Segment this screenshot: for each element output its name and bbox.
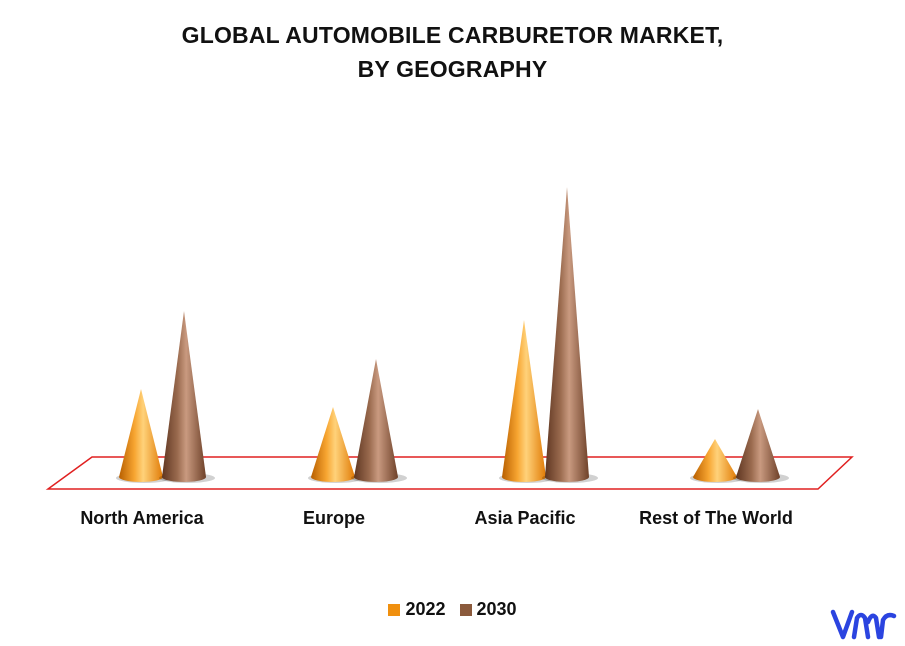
legend-item-2030: 2030 (459, 599, 517, 620)
chart-title-line1: GLOBAL AUTOMOBILE CARBURETOR MARKET, (181, 22, 724, 48)
legend-label-2022: 2022 (405, 599, 446, 619)
vmr-logo (830, 609, 897, 640)
cone-2030-rest-of-the-world (736, 409, 780, 482)
cone-2022-europe (311, 407, 355, 482)
cone-2022-rest-of-the-world (693, 439, 737, 482)
category-label-europe: Europe (303, 508, 365, 528)
legend-item-2022: 2022 (388, 599, 446, 620)
chart-legend: 2022 2030 (0, 599, 905, 620)
category-label-asia-pacific: Asia Pacific (474, 508, 575, 528)
chart-floor (45, 456, 854, 490)
category-label-rest-of-the-world: Rest of The World (639, 508, 793, 528)
category-label-north-america: North America (80, 508, 204, 528)
cone-2030-asia-pacific (545, 187, 589, 482)
chart-title-line2: BY GEOGRAPHY (357, 56, 548, 82)
chart-title: GLOBAL AUTOMOBILE CARBURETOR MARKET, BY … (0, 18, 905, 86)
cone-2022-asia-pacific (502, 320, 546, 482)
cone-2030-north-america (162, 311, 206, 482)
cone-2030-europe (354, 359, 398, 482)
legend-label-2030: 2030 (476, 599, 517, 619)
cone-2022-north-america (119, 389, 163, 482)
legend-swatch-2022 (388, 603, 401, 616)
legend-swatch-2030 (459, 603, 472, 616)
